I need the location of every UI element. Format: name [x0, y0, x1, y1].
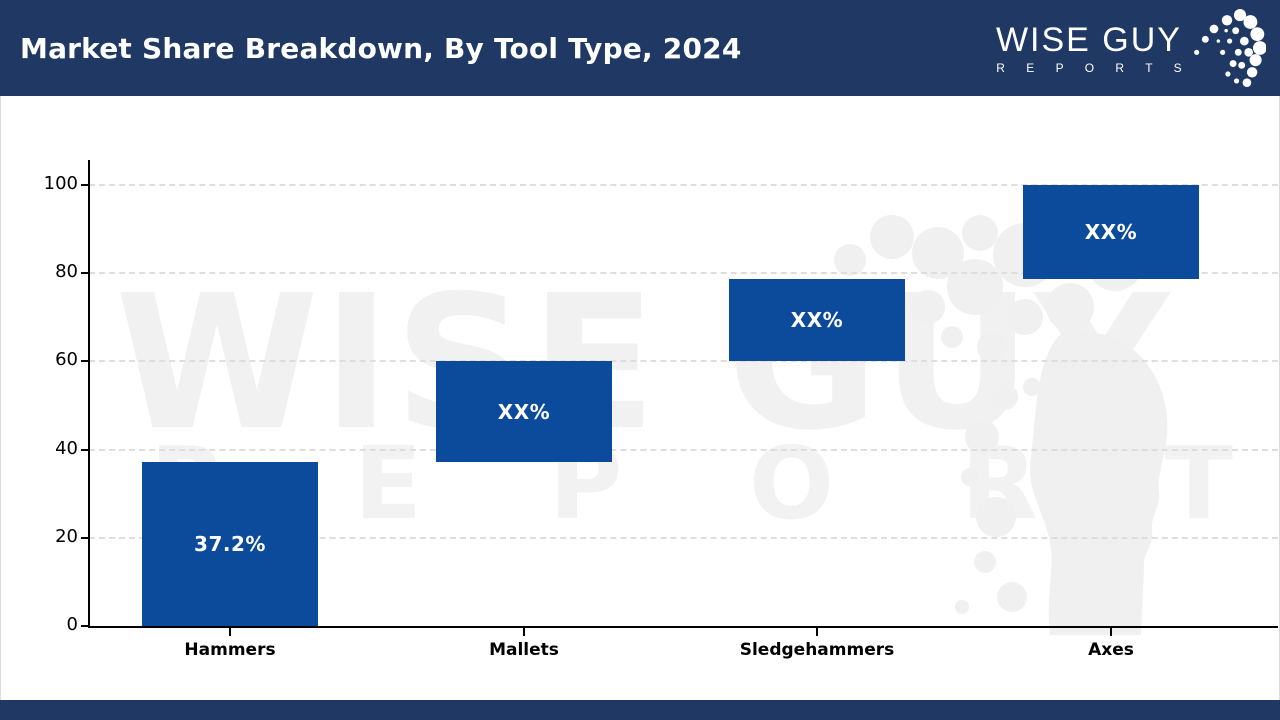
x-axis-label-hammers: Hammers: [184, 640, 276, 660]
x-axis-label-sledgehammers: Sledgehammers: [739, 640, 895, 660]
x-tick-mallets: [523, 628, 525, 636]
y-tick-80: [81, 272, 88, 274]
bar-sledgehammers[interactable]: XX%: [729, 279, 905, 361]
y-tick-0: [81, 625, 88, 627]
y-tick-label-100: 100: [43, 173, 78, 194]
bar-hammers[interactable]: 37.2%: [142, 462, 318, 626]
gridline-100: [89, 184, 1278, 186]
header-band: Market Share Breakdown, By Tool Type, 20…: [0, 0, 1280, 96]
x-axis-label-mallets: Mallets: [489, 640, 559, 660]
logo-face-icon: [1194, 9, 1266, 87]
y-tick-100: [81, 184, 88, 186]
wiseguy-logo: WISE GUY R E P O R T S: [996, 4, 1266, 92]
gridline-20: [89, 537, 1278, 539]
y-tick-60: [81, 360, 88, 362]
logo-reports-text: R E P O R T S: [996, 60, 1191, 75]
logo-wiseguy-text: WISE GUY: [995, 20, 1182, 59]
y-tick-label-80: 80: [55, 261, 78, 282]
x-tick-axes: [1110, 628, 1112, 636]
y-tick-20: [81, 537, 88, 539]
x-axis: [88, 626, 1278, 628]
y-axis: [88, 160, 90, 628]
bar-value-label-sledgehammers: XX%: [790, 308, 844, 332]
y-tick-label-60: 60: [55, 349, 78, 370]
x-tick-hammers: [229, 628, 231, 636]
bar-axes[interactable]: XX%: [1023, 185, 1199, 279]
chart-title: Market Share Breakdown, By Tool Type, 20…: [20, 31, 742, 65]
bar-value-label-axes: XX%: [1084, 220, 1138, 244]
gridline-60: [89, 360, 1278, 362]
y-tick-label-20: 20: [55, 526, 78, 547]
y-tick-label-0: 0: [66, 614, 78, 635]
gridline-40: [89, 449, 1278, 451]
x-tick-sledgehammers: [816, 628, 818, 636]
x-axis-label-axes: Axes: [1088, 640, 1134, 660]
y-tick-40: [81, 449, 88, 451]
bar-value-label-mallets: XX%: [497, 399, 551, 424]
footer-band: [0, 700, 1280, 720]
bar-mallets[interactable]: XX%: [436, 361, 612, 462]
bar-value-label-hammers: 37.2%: [194, 532, 266, 556]
gridline-80: [89, 272, 1278, 274]
y-tick-label-40: 40: [55, 438, 78, 459]
